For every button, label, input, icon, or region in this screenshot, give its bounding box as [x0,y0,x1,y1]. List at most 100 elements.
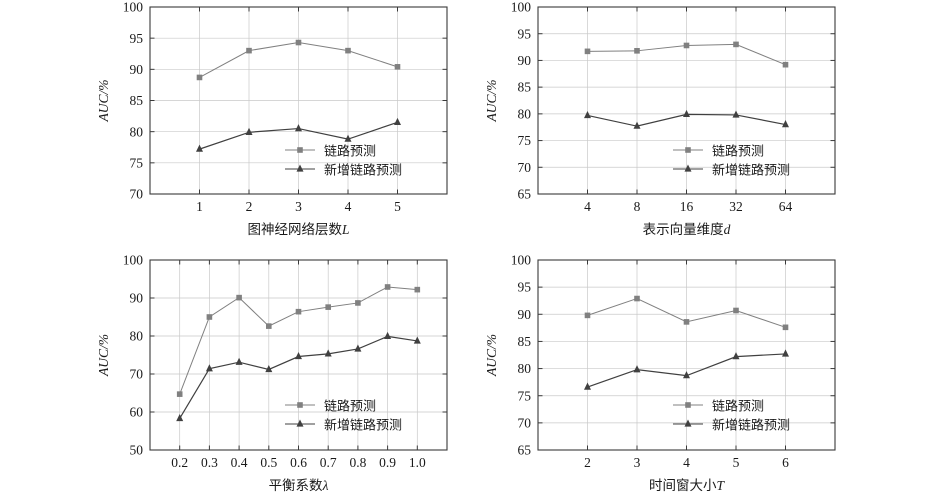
data-point [345,47,351,54]
legend-label: 链路预测 [712,399,764,415]
series-1 [584,41,789,68]
data-point [634,295,640,302]
series-2 [195,117,402,152]
chart-svg: 65 70 75 80 85 90 95 100 4 8 16 32 64 AUC/% 表示向量维度d 链路预… [484,0,836,238]
x-tick-label: 0.6 [290,455,307,470]
y-tick-label: 65 [518,187,532,202]
data-point [294,352,303,360]
x-axis: 0.2 0.3 0.4 0.5 0.6 0.7 0.8 0.9 1.0 [171,260,426,470]
legend-label: 链路预测 [324,144,376,160]
y-tick-label: 100 [123,253,144,268]
data-point [196,74,203,81]
y-axis-title-text: AUC/% [484,80,499,123]
y-tick-label: 80 [518,106,532,121]
x-tick-label: 1.0 [409,455,426,470]
x-axis-title-symbol: T [716,478,725,493]
data-point [782,61,789,68]
y-tick-label: 100 [511,253,532,268]
data-point [781,120,790,128]
data-point [324,349,332,357]
chart-svg: 50 60 70 80 90 100 0.2 0.3 0.4 0.5 0.6 0.7 0.8 0.9 1.0… [96,253,448,494]
legend-label: 新增链路预测 [324,163,402,179]
legend-item[interactable]: 新增链路预测 [673,163,790,179]
y-tick-label: 80 [518,361,532,376]
data-point [781,349,790,357]
data-point [683,319,690,325]
data-point [384,331,392,340]
data-point [633,121,641,129]
x-axis: 4 8 16 32 64 [584,7,793,214]
legend-marker [685,402,691,408]
x-axis-title-symbol: L [341,222,350,237]
data-point [682,109,691,118]
x-axis-title: 平衡系数λ [269,478,329,494]
legend-marker [296,164,304,172]
x-axis-title-plain: 平衡系数 [269,478,323,494]
y-tick-label: 90 [518,53,532,68]
series-2 [583,349,790,390]
x-tick-label: 32 [729,199,743,214]
data-point [235,357,243,365]
y-tick-label: 85 [518,80,532,95]
data-point [414,286,421,293]
gridlines [150,260,447,450]
data-point [176,413,184,422]
legend-item[interactable]: 链路预测 [673,399,764,415]
x-tick-label: 3 [634,455,641,470]
legend-item[interactable]: 链路预测 [673,144,764,160]
x-axis: 1 2 3 4 5 [196,7,401,214]
legend-item[interactable]: 链路预测 [285,399,376,415]
legend-item[interactable]: 新增链路预测 [285,418,402,434]
y-axis-title: AUC/% [484,80,499,123]
chart-svg: 65 70 75 80 85 90 95 100 2 3 4 5 6 AUC/% 时间窗大小T 链路预测新增链… [484,253,836,494]
data-point [265,364,273,373]
y-tick-label: 50 [130,443,144,458]
data-point [583,110,592,119]
y-tick-label: 75 [518,388,532,403]
data-point [246,47,252,54]
y-axis-title: AUC/% [484,334,499,377]
gridlines [150,7,447,194]
legend-item[interactable]: 链路预测 [285,144,376,160]
data-point [294,124,303,132]
x-tick-label: 3 [295,199,302,214]
legend-marker [296,419,304,427]
data-point [732,352,740,360]
x-axis-title-plain: 图神经网络层数 [247,222,342,238]
y-axis: 65 70 75 80 85 90 95 100 [511,253,835,458]
legend-label: 链路预测 [324,399,376,415]
chart-panel-d: 65 70 75 80 85 90 95 100 2 3 4 5 6 AUC/% 时间窗大小T 链路预测 新增链… [465,250,929,500]
series-1 [196,39,401,81]
data-point [266,323,272,329]
series-2 [583,109,790,129]
x-tick-label: 0.9 [379,455,396,470]
gridlines [538,7,835,194]
legend-marker [297,402,303,408]
legend-label: 新增链路预测 [712,163,790,179]
y-tick-label: 70 [518,415,532,430]
x-tick-label: 0.4 [231,455,248,470]
y-tick-label: 100 [511,0,532,15]
x-tick-label: 5 [394,199,401,214]
legend-marker [684,419,692,427]
legend-item[interactable]: 新增链路预测 [285,163,402,179]
data-point [325,304,331,310]
data-point [633,365,641,373]
y-tick-label: 95 [518,280,532,295]
x-axis-title-symbol: d [724,222,731,237]
series-1 [176,284,421,397]
x-tick-label: 0.5 [260,455,277,470]
y-axis-title-text: AUC/% [96,80,111,123]
x-tick-label: 1 [196,199,203,214]
y-axis: 65 70 75 80 85 90 95 100 [511,0,835,202]
x-tick-label: 0.2 [171,455,188,470]
legend-item[interactable]: 新增链路预测 [673,418,790,434]
data-point [413,336,421,344]
data-point [584,312,591,319]
y-axis-title-text: AUC/% [96,334,111,377]
y-tick-label: 90 [130,62,144,77]
